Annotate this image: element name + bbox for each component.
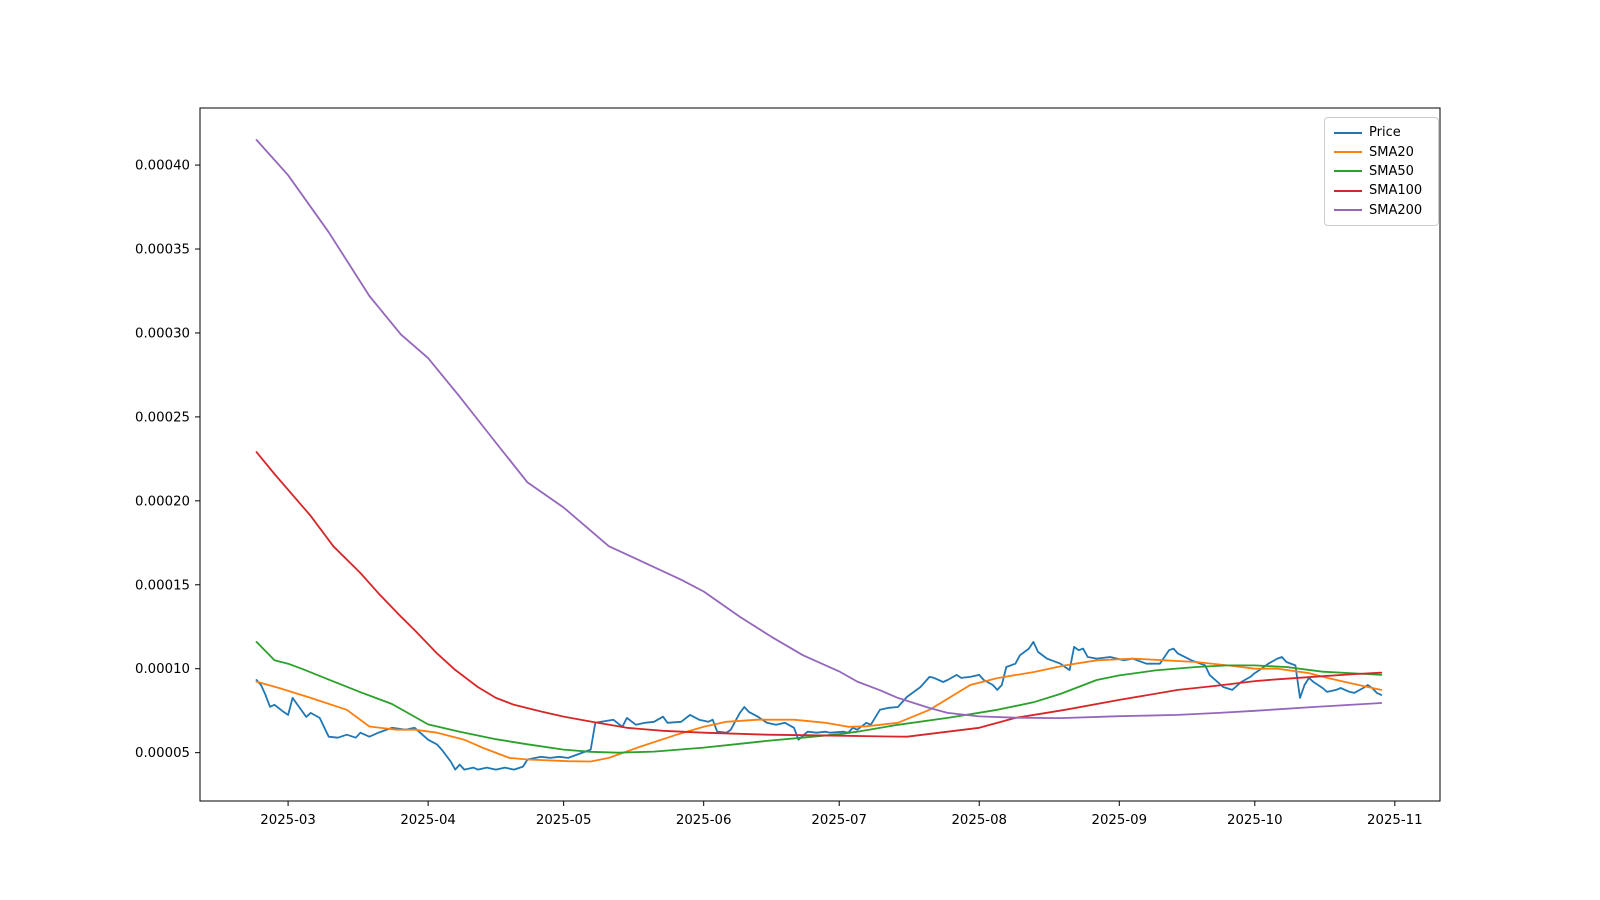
legend-item: SMA50 (1334, 162, 1430, 181)
x-axis-tick-label: 2025-08 (951, 813, 1007, 828)
plot-border (199, 107, 1441, 802)
x-axis-tick-label: 2025-03 (260, 813, 316, 828)
legend-item: Price (1334, 123, 1430, 142)
series-line-sma50 (255, 641, 1383, 754)
legend-line-sample (1334, 151, 1362, 154)
legend-label: SMA50 (1369, 163, 1414, 179)
legend-label: SMA200 (1369, 202, 1423, 218)
legend-label: Price (1369, 125, 1401, 141)
x-axis-tick-label: 2025-05 (536, 813, 592, 828)
y-axis-tick-label: 0.00025 (135, 410, 190, 425)
y-axis-tick-label: 0.00040 (135, 159, 190, 174)
x-axis-tick-label: 2025-11 (1367, 813, 1423, 828)
y-axis-tick-label: 0.00020 (135, 494, 190, 509)
y-axis-tick-label: 0.00015 (135, 578, 190, 593)
legend-label: SMA20 (1369, 144, 1414, 160)
y-axis-tick-label: 0.00035 (135, 243, 190, 258)
x-axis-tick-label: 2025-09 (1091, 813, 1147, 828)
legend-label: SMA100 (1369, 183, 1423, 199)
plot-area (255, 138, 1383, 771)
series-line-sma200 (255, 138, 1383, 719)
legend-line-sample (1334, 189, 1362, 192)
series-line-sma100 (255, 451, 1383, 738)
legend-line-sample (1334, 131, 1362, 134)
x-axis-tick-label: 2025-06 (676, 813, 732, 828)
legend-line-sample (1334, 209, 1362, 212)
legend: Price SMA20 SMA50 SMA100 SMA200 (1324, 117, 1439, 226)
x-axis-tick-label: 2025-04 (400, 813, 456, 828)
y-axis-tick-label: 0.00005 (135, 746, 190, 761)
legend-line-sample (1334, 170, 1362, 173)
legend-item: SMA100 (1334, 181, 1430, 200)
y-axis-tick-label: 0.00010 (135, 662, 190, 677)
y-axis-tick-label: 0.00030 (135, 326, 190, 341)
legend-item: SMA20 (1334, 142, 1430, 161)
x-axis-tick-label: 2025-07 (811, 813, 867, 828)
x-axis-tick-label: 2025-10 (1227, 813, 1283, 828)
series-line-sma20 (255, 657, 1383, 763)
legend-item: SMA200 (1334, 201, 1430, 220)
series-line-price (255, 641, 1383, 771)
